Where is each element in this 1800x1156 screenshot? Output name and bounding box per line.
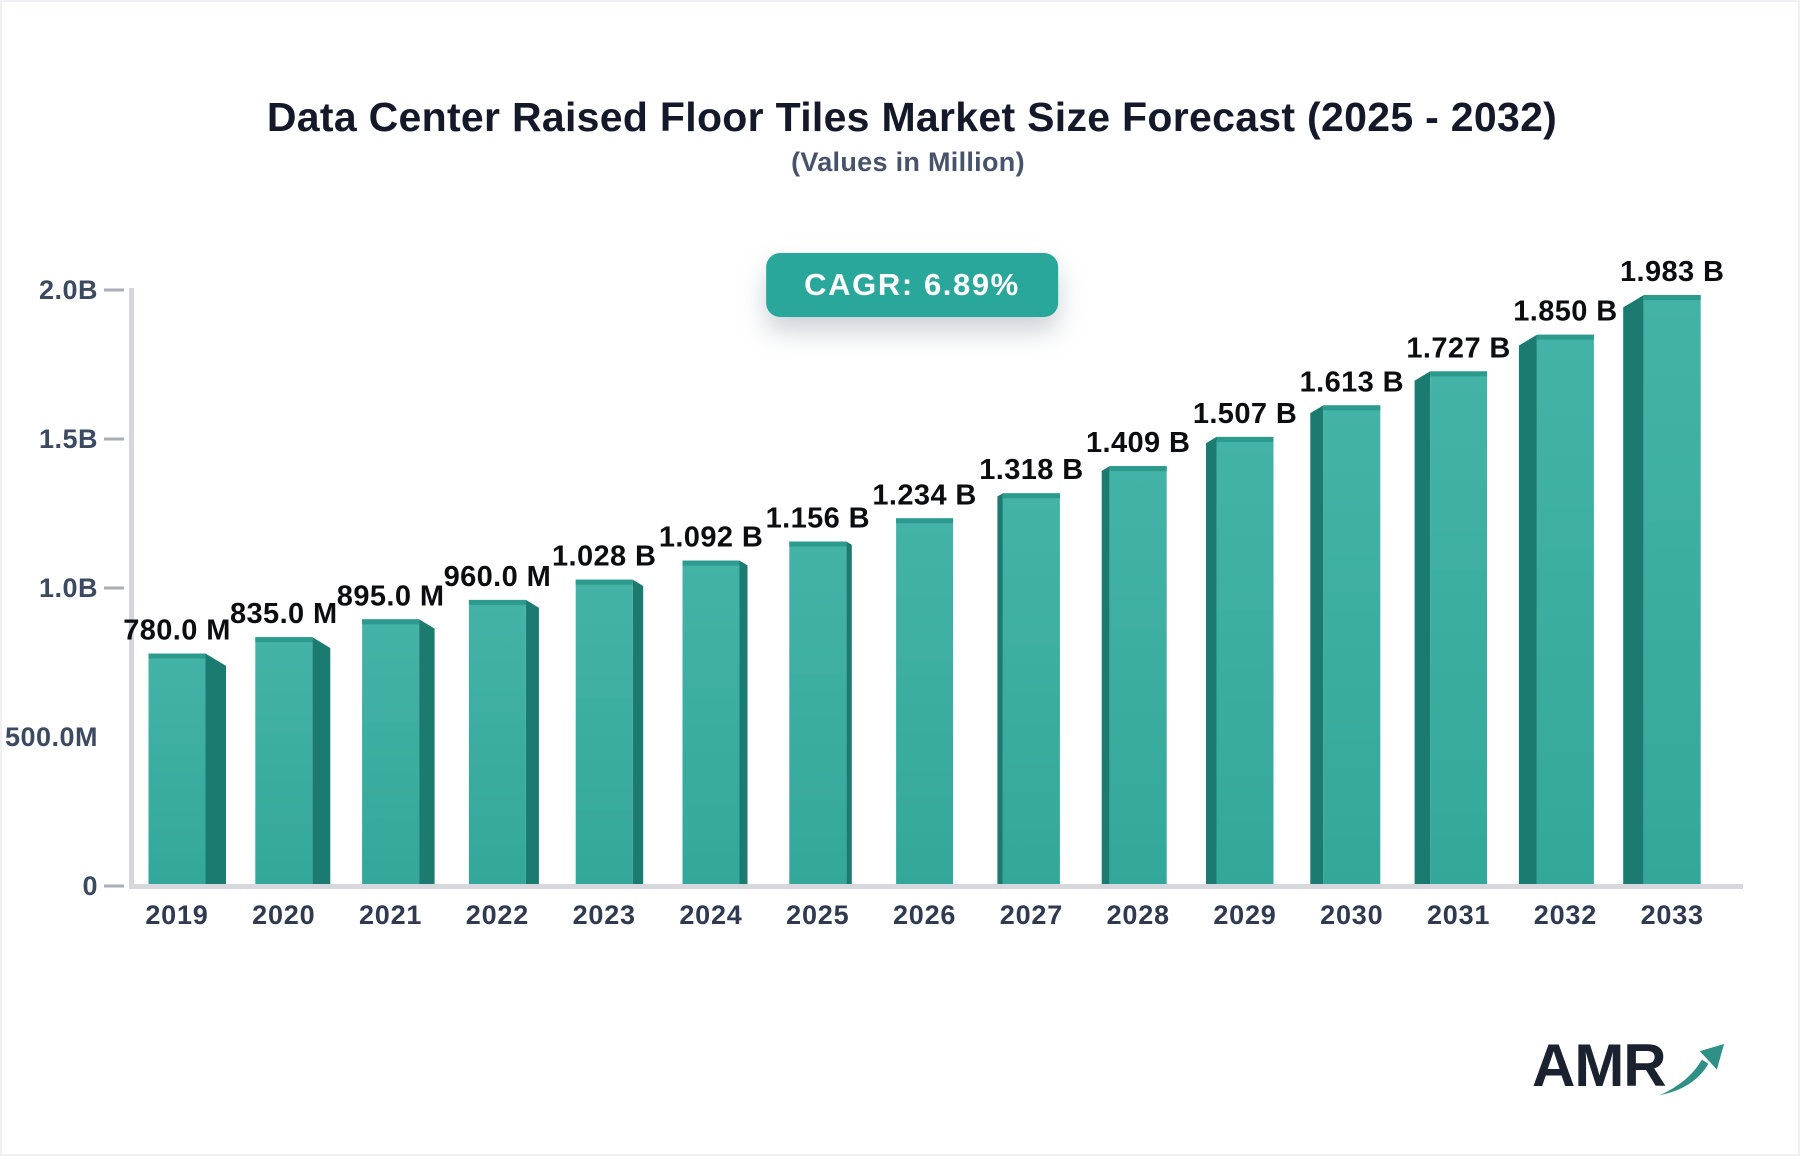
bar-side-2033: [1623, 295, 1644, 884]
amr-logo: AMR: [1532, 1036, 1724, 1100]
bar-top-edge-2023: [575, 579, 633, 585]
y-tick-label-2.0B: 2.0B: [39, 275, 98, 305]
bar-top-edge-2021: [362, 619, 420, 625]
bar-top-edge-2027: [1002, 493, 1060, 499]
value-label-2029: 1.507 B: [1193, 398, 1297, 430]
bar-side-2027: [997, 493, 1003, 884]
bar-side-2024: [739, 560, 748, 884]
bar-top-edge-2030: [1323, 405, 1381, 411]
y-tick-dash-0: [104, 884, 124, 888]
value-label-2033: 1.983 B: [1620, 256, 1724, 288]
bar-2019: [148, 653, 206, 884]
year-label-2020: 2020: [252, 900, 315, 930]
bar-side-2019: [205, 653, 226, 884]
year-label-2033: 2033: [1641, 900, 1704, 930]
bar-side-2023: [632, 579, 644, 884]
value-label-2031: 1.727 B: [1406, 332, 1510, 364]
y-tick-label-500.0M: 500.0M: [5, 722, 98, 752]
value-label-2030: 1.613 B: [1300, 366, 1404, 398]
bar-top-edge-2028: [1109, 466, 1167, 472]
bar-top-edge-2025: [789, 541, 847, 547]
y-tick-dash-2.0B: [104, 288, 124, 292]
bar-top-edge-2032: [1536, 334, 1594, 340]
bar-top-edge-2022: [468, 599, 526, 605]
bar-2027: [1002, 493, 1060, 884]
bar-top-edge-2020: [255, 637, 313, 643]
y-tick-label-0: 0: [82, 871, 98, 901]
y-tick-dash-1.0B: [104, 586, 124, 590]
bar-top-edge-2029: [1216, 436, 1274, 442]
year-label-2030: 2030: [1320, 900, 1383, 930]
bar-side-2022: [525, 599, 539, 884]
bar-2022: [468, 599, 526, 884]
y-tick-dash-1.5B: [104, 437, 124, 441]
value-label-2032: 1.850 B: [1513, 296, 1617, 328]
chart-title: Data Center Raised Floor Tiles Market Si…: [266, 94, 1558, 140]
bar-2031: [1430, 371, 1488, 884]
bar-2020: [255, 637, 313, 884]
bar-top-edge-2019: [148, 653, 206, 659]
bar-2033: [1643, 295, 1701, 884]
value-label-2021: 895.0 M: [337, 580, 445, 612]
year-label-2024: 2024: [679, 900, 742, 930]
bar-side-2021: [419, 619, 435, 884]
value-label-2028: 1.409 B: [1086, 427, 1190, 459]
growth-arrow-icon: [1659, 1043, 1724, 1096]
amr-logo-text: AMR: [1532, 1032, 1667, 1099]
year-label-2028: 2028: [1107, 900, 1170, 930]
bar-side-2029: [1206, 436, 1217, 884]
y-axis-line: [129, 288, 134, 889]
bar-side-2032: [1518, 334, 1537, 884]
bar-top-edge-2033: [1643, 295, 1701, 301]
bar-2021: [362, 619, 420, 884]
chart-subtitle: (Values in Million): [791, 147, 1025, 177]
cagr-badge-label: CAGR: 6.89%: [804, 267, 1020, 302]
year-label-2023: 2023: [573, 900, 636, 930]
x-axis-line: [129, 884, 1743, 889]
year-label-2032: 2032: [1534, 900, 1597, 930]
value-label-2023: 1.028 B: [552, 541, 656, 573]
value-label-2026: 1.234 B: [872, 479, 976, 511]
year-label-2027: 2027: [1000, 900, 1063, 930]
bar-side-2025: [846, 541, 852, 884]
year-label-2029: 2029: [1213, 900, 1276, 930]
y-tick-label-1.5B: 1.5B: [39, 424, 98, 454]
bar-top-edge-2024: [682, 560, 740, 566]
value-label-2019: 780.0 M: [123, 615, 231, 647]
bar-top-edge-2031: [1430, 371, 1488, 377]
bar-side-2031: [1414, 371, 1431, 884]
bar-top-edge-2026: [896, 518, 954, 524]
cagr-badge: CAGR: 6.89%: [766, 253, 1058, 317]
year-label-2031: 2031: [1427, 900, 1490, 930]
bar-2030: [1323, 405, 1381, 884]
value-label-2025: 1.156 B: [766, 503, 870, 535]
year-label-2022: 2022: [466, 900, 529, 930]
bar-2032: [1536, 334, 1594, 884]
bar-side-2020: [312, 637, 331, 884]
bar-side-2030: [1310, 405, 1324, 884]
value-label-2022: 960.0 M: [444, 561, 552, 593]
year-label-2025: 2025: [786, 900, 849, 930]
bar-2023: [575, 579, 633, 884]
bar-2024: [682, 560, 740, 884]
value-label-2027: 1.318 B: [979, 454, 1083, 486]
value-label-2020: 835.0 M: [230, 598, 338, 630]
bar-2026: [896, 518, 954, 884]
bar-2028: [1109, 466, 1167, 884]
year-label-2026: 2026: [893, 900, 956, 930]
value-label-2024: 1.092 B: [659, 522, 763, 554]
bar-2029: [1216, 436, 1274, 884]
bar-side-2028: [1101, 466, 1110, 884]
year-label-2021: 2021: [359, 900, 422, 930]
bar-2025: [789, 541, 847, 884]
year-label-2019: 2019: [145, 900, 208, 930]
y-tick-label-1.0B: 1.0B: [39, 573, 98, 603]
